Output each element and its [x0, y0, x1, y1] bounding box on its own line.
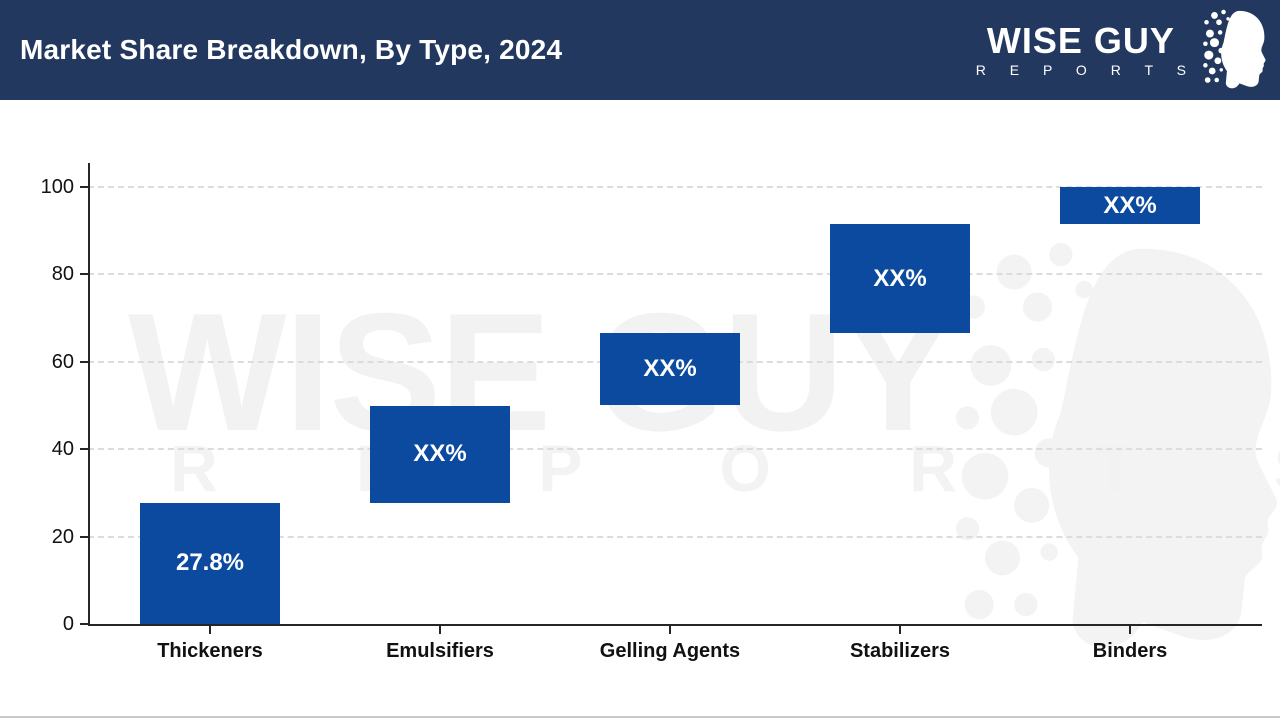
y-tick-mark — [80, 535, 88, 538]
dotted-head-icon — [1203, 9, 1266, 89]
bar-segment: XX% — [370, 405, 510, 503]
header-band: Market Share Breakdown, By Type, 2024 WI… — [0, 0, 1280, 100]
bar-segment: 27.8% — [140, 502, 280, 624]
bar-value-label: 27.8% — [175, 549, 245, 577]
y-gridline — [88, 448, 1262, 451]
logo-subtitle: R E P O R T S — [975, 62, 1196, 78]
y-tick-mark — [80, 623, 88, 625]
bar-value-label: XX% — [873, 264, 927, 292]
x-tick-mark — [209, 626, 211, 634]
x-tick-mark — [439, 626, 441, 634]
y-tick-label: 80 — [51, 263, 74, 286]
x-tick-mark — [1129, 626, 1131, 634]
bar-value-label: XX% — [643, 355, 697, 383]
y-tick-mark — [80, 186, 88, 188]
watermark-wordmark: WISE GUY — [128, 278, 954, 466]
y-gridline — [88, 186, 1262, 188]
y-tick-label: 40 — [51, 438, 74, 461]
x-tick-mark — [899, 626, 901, 634]
y-axis-line — [88, 163, 90, 626]
x-category-label: Gelling Agents — [599, 640, 741, 662]
x-tick-mark — [669, 626, 671, 634]
x-category-label: Binders — [1092, 640, 1168, 662]
y-gridline — [88, 273, 1262, 276]
bar-segment: XX% — [600, 333, 740, 406]
wise-guy-reports-logo: WISE GUY R E P O R T S — [966, 0, 1270, 100]
y-tick-label: 20 — [51, 525, 74, 548]
x-category-label: Stabilizers — [849, 640, 951, 662]
logo-text: WISE GUY R E P O R T S — [966, 20, 1196, 78]
y-tick-mark — [80, 273, 88, 276]
x-category-label: Emulsifiers — [386, 640, 494, 662]
y-tick-label: 60 — [51, 350, 74, 373]
y-tick-label: 0 — [62, 613, 74, 635]
y-tick-mark — [80, 448, 88, 451]
y-gridline — [88, 535, 1262, 538]
footer-divider — [0, 716, 1280, 718]
x-category-label: Thickeners — [157, 640, 263, 662]
y-tick-label: 100 — [40, 176, 74, 198]
x-axis-line — [88, 624, 1262, 626]
bar-segment: XX% — [830, 224, 970, 334]
chart-area: WISE GUY R E P O R T S 0 20 40 60 80 100 27.8%… — [0, 100, 1280, 720]
bar-value-label: XX% — [1103, 191, 1157, 219]
logo-wordmark: WISE GUY — [986, 20, 1175, 61]
page-title: Market Share Breakdown, By Type, 2024 — [20, 34, 563, 65]
y-tick-mark — [80, 360, 88, 363]
bar-value-label: XX% — [413, 440, 467, 467]
bar-segment: XX% — [1060, 187, 1200, 225]
watermark-head-graphic — [955, 242, 1278, 648]
